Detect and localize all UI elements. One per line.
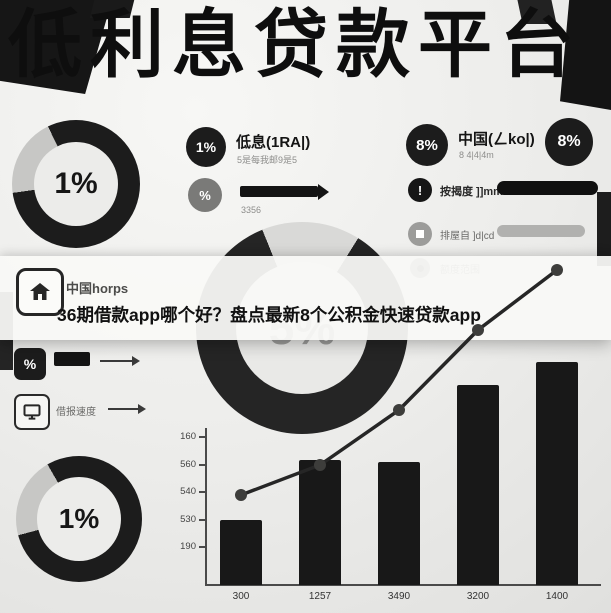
x-axis-label: 1257 — [308, 591, 332, 602]
chart-bar — [299, 460, 341, 585]
gray-pill-bar — [497, 225, 585, 237]
article-headline: 36期借款app哪个好？盘点最新8个公积金快速贷款app — [57, 305, 481, 325]
x-axis-label: 3200 — [466, 591, 490, 602]
x-axis-label: 1400 — [545, 591, 569, 602]
y-axis-tick — [199, 436, 205, 438]
donut-chart-bottom-left: 1% — [16, 456, 142, 582]
right-subtext: 8 4|4|4m — [459, 150, 494, 160]
y-axis-label: 530 — [180, 513, 196, 525]
right-row-label: 按揭度 ]]mm — [440, 186, 503, 198]
percent-badge: % — [188, 178, 222, 212]
y-axis-tick — [199, 518, 205, 521]
right-title: 中国(ㄥko|) — [458, 131, 535, 148]
decor-edge-right — [597, 192, 611, 266]
y-axis-tick — [199, 546, 205, 548]
corner-badge: 8% — [545, 118, 593, 166]
right-row-label: 排屋自 ]d|cd — [440, 231, 495, 242]
decor-corner-top-right — [560, 0, 611, 110]
line-point — [235, 489, 247, 501]
y-axis-line — [205, 428, 207, 586]
monitor-label: 借报速度 — [56, 407, 96, 418]
x-axis-label: 300 — [232, 591, 250, 602]
chart-bar — [536, 362, 578, 585]
page-title: 低利息贷款平台 — [8, 3, 582, 86]
chart-bar — [220, 520, 262, 585]
monitor-icon — [14, 394, 50, 430]
arrow-right-icon — [108, 404, 146, 414]
arrow-right-icon — [100, 356, 140, 366]
exclamation-icon: ! — [408, 178, 432, 202]
donut-value: 1% — [58, 503, 100, 534]
chart-bar — [378, 462, 420, 585]
arrow-bar — [240, 183, 329, 200]
rate-badge: 1% — [186, 127, 226, 167]
x-axis-line — [205, 584, 601, 586]
square-icon — [408, 222, 432, 246]
percent-box-icon: % — [14, 348, 46, 380]
y-axis-tick — [199, 463, 205, 466]
mini-bar — [54, 352, 90, 366]
y-axis-label: 540 — [180, 486, 196, 497]
y-axis-tick — [199, 491, 205, 493]
house-glyph — [30, 283, 50, 300]
y-axis-label: 190 — [180, 541, 196, 552]
rate-subtext: 5是每我邮9是5 — [237, 155, 298, 165]
donut-value: 1% — [54, 167, 98, 200]
y-axis-label: 560 — [180, 458, 196, 470]
y-axis-label: 160 — [180, 431, 196, 442]
percent-note: 3356 — [241, 205, 262, 215]
dark-pill-bar — [497, 181, 598, 195]
x-axis-label: 3490 — [387, 591, 411, 602]
line-point — [393, 404, 405, 416]
chart-bar — [457, 385, 499, 585]
donut-chart-top-left: 1% — [12, 120, 140, 248]
right-badge: 8% — [406, 124, 448, 166]
home-label: 中国horps — [66, 281, 129, 296]
headline-banner: 中国horps 36期借款app哪个好？盘点最新8个公积金快速贷款app — [0, 256, 611, 340]
rate-title: 低息(1RA|) — [236, 134, 311, 151]
home-icon — [16, 268, 64, 316]
